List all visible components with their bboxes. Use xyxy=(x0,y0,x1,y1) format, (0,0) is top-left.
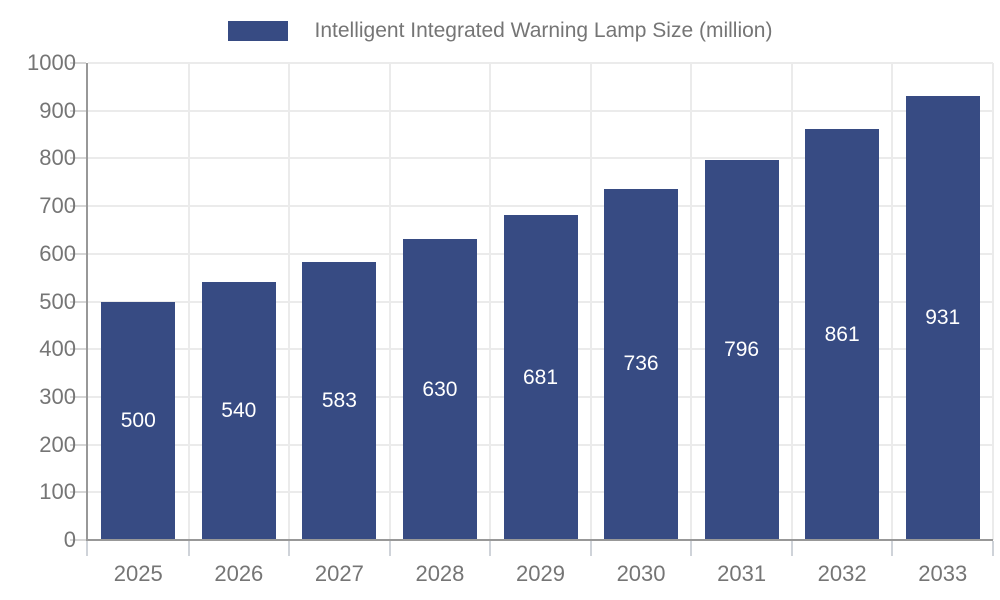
bar-value-label: 500 xyxy=(120,408,156,432)
y-tick-mark xyxy=(70,62,86,64)
x-tick-label: 2026 xyxy=(214,561,264,586)
x-tick-mark xyxy=(388,541,391,556)
bar-value-label: 540 xyxy=(221,399,257,423)
y-tick-label: 600 xyxy=(39,240,76,266)
x-gridline xyxy=(589,63,592,540)
y-tick-label: 400 xyxy=(39,336,76,362)
bar xyxy=(905,95,980,540)
bar xyxy=(503,215,578,540)
x-gridline xyxy=(992,63,994,540)
x-gridline xyxy=(489,63,492,540)
y-tick-mark xyxy=(70,395,86,398)
legend-swatch xyxy=(227,21,288,41)
x-tick-mark xyxy=(690,541,693,556)
legend: Intelligent Integrated Warning Lamp Size… xyxy=(0,19,1000,43)
y-gridline xyxy=(88,62,993,64)
y-tick-mark xyxy=(70,491,86,494)
y-tick-mark xyxy=(70,539,86,541)
x-tick-label: 2032 xyxy=(817,561,867,586)
x-tick-mark xyxy=(288,541,291,556)
bar xyxy=(402,239,477,540)
x-tick-label: 2031 xyxy=(717,561,767,586)
x-tick-label: 2029 xyxy=(516,561,565,586)
bar xyxy=(805,129,880,540)
x-tick-label: 2027 xyxy=(314,561,364,586)
y-tick-label: 100 xyxy=(39,479,76,505)
x-tick-mark xyxy=(489,541,492,556)
legend-label: Intelligent Integrated Warning Lamp Size… xyxy=(314,19,773,42)
y-tick-label: 1000 xyxy=(27,50,76,75)
y-gridline xyxy=(88,157,993,160)
x-tick-mark xyxy=(589,541,592,556)
x-gridline xyxy=(187,63,190,540)
x-tick-label: 2028 xyxy=(415,561,465,586)
y-tick-mark xyxy=(70,300,86,303)
y-tick-label: 200 xyxy=(39,431,76,457)
y-tick-label: 500 xyxy=(39,288,76,314)
y-tick-mark xyxy=(70,348,86,351)
bar-value-label: 736 xyxy=(623,352,659,376)
y-tick-label: 900 xyxy=(39,97,76,123)
bar-value-label: 583 xyxy=(321,388,357,412)
bar xyxy=(101,301,176,540)
x-tick-mark xyxy=(790,541,793,556)
y-axis-line xyxy=(86,63,88,541)
x-tick-label: 2030 xyxy=(616,561,666,586)
x-gridline xyxy=(288,63,291,540)
bar-value-label: 681 xyxy=(522,365,559,389)
y-tick-label: 800 xyxy=(39,145,76,171)
bar xyxy=(302,261,377,540)
x-gridline xyxy=(790,63,793,540)
y-tick-mark xyxy=(70,205,86,208)
y-gridline xyxy=(88,109,993,112)
x-tick-mark xyxy=(86,541,88,556)
x-axis-line xyxy=(86,539,993,541)
x-gridline xyxy=(690,63,693,540)
y-gridline xyxy=(88,205,993,208)
x-tick-mark xyxy=(187,541,190,556)
x-tick-mark xyxy=(992,541,994,556)
x-gridline xyxy=(388,63,391,540)
y-tick-label: 700 xyxy=(39,193,76,219)
y-tick-mark xyxy=(70,443,86,446)
bar-value-label: 630 xyxy=(422,377,458,401)
y-tick-mark xyxy=(70,109,86,112)
x-tick-label: 2033 xyxy=(918,561,968,586)
bar xyxy=(201,282,276,540)
x-gridline xyxy=(891,63,894,540)
x-tick-label: 2025 xyxy=(113,561,163,586)
y-tick-mark xyxy=(70,157,86,160)
bar-value-label: 931 xyxy=(925,305,961,329)
y-tick-mark xyxy=(70,252,86,255)
bar xyxy=(604,188,679,540)
bar-value-label: 796 xyxy=(724,338,760,362)
y-tick-label: 300 xyxy=(39,383,76,409)
bar xyxy=(704,160,779,540)
bar-value-label: 861 xyxy=(824,322,860,346)
x-tick-mark xyxy=(891,541,894,556)
y-tick-label: 0 xyxy=(63,527,76,552)
